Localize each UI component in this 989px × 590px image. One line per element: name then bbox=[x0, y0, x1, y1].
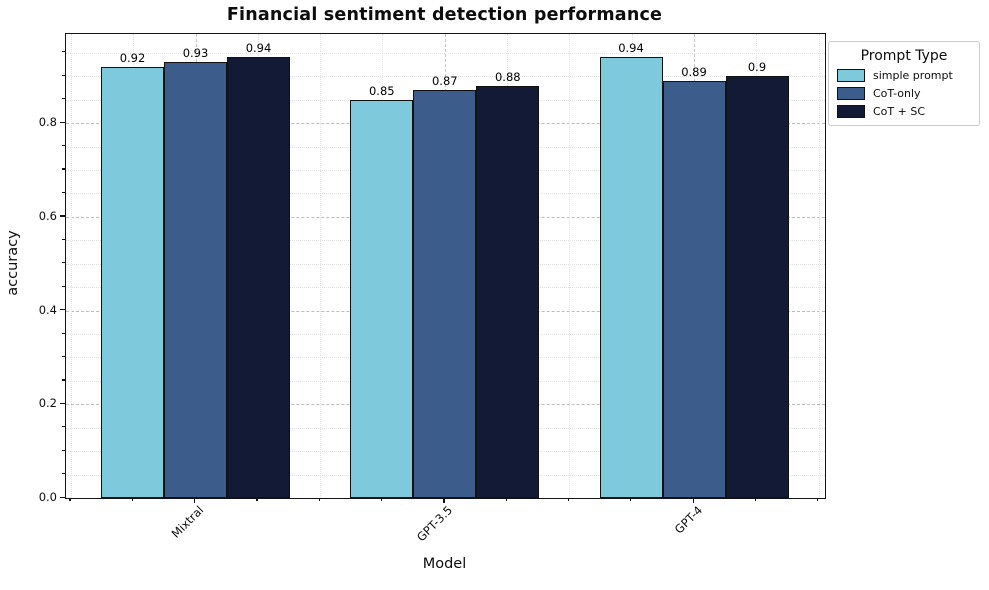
legend-label-cot-sc: CoT + SC bbox=[873, 105, 926, 118]
bar-value-label-mixtral-cot-sc: 0.94 bbox=[245, 41, 272, 56]
bar-gpt-4-cot-sc bbox=[725, 76, 789, 498]
chart-title: Financial sentiment detection performanc… bbox=[226, 5, 663, 25]
legend-item-cot-only: CoT-only bbox=[837, 87, 971, 100]
x-gridline-minor bbox=[70, 34, 72, 498]
y-tick-label: 0.0 bbox=[38, 490, 57, 504]
y-tick-major bbox=[60, 215, 65, 217]
y-tick-minor bbox=[61, 285, 65, 287]
y-tick-minor bbox=[61, 145, 65, 147]
x-tick-minor bbox=[817, 498, 819, 502]
x-gridline-minor bbox=[569, 34, 571, 498]
x-tick-minor bbox=[380, 498, 383, 502]
legend-swatch-cot-only bbox=[837, 87, 865, 100]
y-axis-label: accuracy bbox=[5, 230, 21, 296]
x-tick-label-gpt-4: GPT-4 bbox=[671, 503, 705, 537]
x-tick-major bbox=[443, 498, 445, 504]
bar-value-label-gpt-4-cot-sc: 0.9 bbox=[747, 60, 767, 75]
legend-swatch-simple-prompt bbox=[837, 69, 865, 82]
y-tick-minor bbox=[61, 332, 65, 334]
y-tick-minor bbox=[61, 98, 65, 100]
bar-value-label-gpt-3-5-simple-prompt: 0.85 bbox=[368, 83, 395, 98]
legend-item-cot-sc: CoT + SC bbox=[837, 105, 971, 118]
y-tick-label: 0.4 bbox=[38, 302, 57, 317]
legend-label-cot-only: CoT-only bbox=[873, 87, 921, 100]
x-gridline-minor bbox=[320, 34, 322, 498]
bar-gpt-4-simple-prompt bbox=[599, 57, 663, 498]
bar-value-label-mixtral-simple-prompt: 0.92 bbox=[119, 50, 146, 65]
y-tick-label: 0.8 bbox=[38, 115, 57, 130]
y-tick-minor bbox=[61, 449, 65, 451]
x-tick-major bbox=[194, 498, 196, 504]
x-tick-minor bbox=[69, 498, 71, 502]
plot-area: 0.92 0.93 0.94 0.85 0.87 0.88 0.94 0.89 0.9 bbox=[65, 33, 826, 499]
x-tick-minor bbox=[630, 498, 632, 502]
legend-items: simple prompt CoT-only CoT + SC bbox=[837, 69, 971, 118]
y-tick-minor bbox=[61, 74, 65, 76]
bar-mixtral-simple-prompt bbox=[101, 66, 164, 498]
y-tick-minor bbox=[61, 168, 65, 170]
y-tick-minor bbox=[61, 355, 65, 358]
y-tick-minor bbox=[61, 379, 65, 381]
y-tick-minor bbox=[61, 238, 65, 240]
bar-mixtral-cot-sc bbox=[227, 57, 290, 498]
y-tick-label: 0.2 bbox=[38, 396, 57, 411]
bar-gpt-4-cot-only bbox=[662, 80, 726, 498]
x-gridline-minor bbox=[818, 34, 820, 498]
bar-value-label-mixtral-cot-only: 0.93 bbox=[182, 46, 209, 61]
y-tick-major bbox=[60, 121, 65, 123]
x-tick-label-mixtral: Mixtral bbox=[168, 503, 207, 541]
y-tick-major bbox=[60, 402, 65, 405]
y-tick-minor bbox=[61, 191, 65, 194]
bar-gpt-3-5-cot-sc bbox=[476, 85, 540, 498]
x-tick-minor bbox=[505, 498, 507, 502]
legend-label-simple-prompt: simple prompt bbox=[873, 69, 953, 82]
legend: Prompt Type simple prompt CoT-only CoT + S… bbox=[828, 41, 980, 126]
y-tick-minor bbox=[61, 473, 65, 475]
y-tick-major bbox=[60, 496, 65, 498]
legend-swatch-cot-sc bbox=[837, 105, 865, 118]
bar-gpt-3-5-simple-prompt bbox=[350, 99, 414, 498]
x-tick-minor bbox=[256, 498, 258, 502]
x-tick-minor bbox=[754, 498, 757, 502]
x-tick-minor bbox=[318, 498, 320, 502]
y-tick-label: 0.6 bbox=[38, 208, 57, 223]
bar-mixtral-cot-only bbox=[164, 62, 227, 498]
bar-value-label-gpt-4-cot-only: 0.89 bbox=[681, 64, 707, 79]
legend-item-simple-prompt: simple prompt bbox=[837, 69, 971, 82]
y-tick-minor bbox=[61, 426, 65, 428]
x-tick-minor bbox=[567, 498, 570, 502]
bar-value-label-gpt-4-simple-prompt: 0.94 bbox=[618, 41, 644, 56]
y-tick-minor bbox=[61, 51, 65, 53]
x-tick-minor bbox=[131, 498, 133, 502]
y-tick-major bbox=[60, 309, 65, 311]
x-tick-major bbox=[692, 498, 694, 504]
y-tick-minor bbox=[61, 262, 65, 264]
x-tick-label-gpt-3-5: GPT-3.5 bbox=[414, 503, 456, 545]
x-axis-label: Model bbox=[422, 556, 467, 572]
bar-gpt-3-5-cot-only bbox=[413, 90, 477, 498]
bar-value-label-gpt-3-5-cot-sc: 0.88 bbox=[494, 69, 521, 84]
bar-value-label-gpt-3-5-cot-only: 0.87 bbox=[431, 74, 458, 89]
legend-title: Prompt Type bbox=[860, 48, 948, 64]
